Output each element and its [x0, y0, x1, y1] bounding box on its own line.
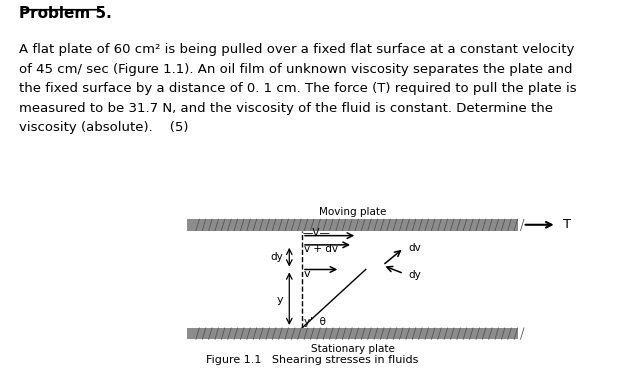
Text: dy: dy	[270, 252, 283, 262]
Text: dy: dy	[408, 270, 421, 280]
Text: Figure 1.1   Shearing stresses in fluids: Figure 1.1 Shearing stresses in fluids	[206, 355, 418, 365]
Text: Problem 5.: Problem 5.	[19, 6, 112, 22]
Text: dv: dv	[408, 243, 421, 253]
Bar	[187, 219, 519, 231]
Text: y: y	[276, 295, 283, 305]
Text: v: v	[304, 269, 311, 279]
Text: A flat plate of 60 cm² is being pulled over a fixed flat surface at a constant v: A flat plate of 60 cm² is being pulled o…	[19, 43, 577, 134]
Bar	[187, 328, 519, 339]
Text: T: T	[563, 218, 571, 231]
Text: v + dv: v + dv	[304, 244, 338, 254]
Text: —V—: —V—	[303, 228, 331, 238]
Text: Moving plate: Moving plate	[319, 207, 387, 217]
Text: Stationary plate: Stationary plate	[311, 344, 395, 354]
Text: y'  θ: y' θ	[304, 317, 326, 327]
